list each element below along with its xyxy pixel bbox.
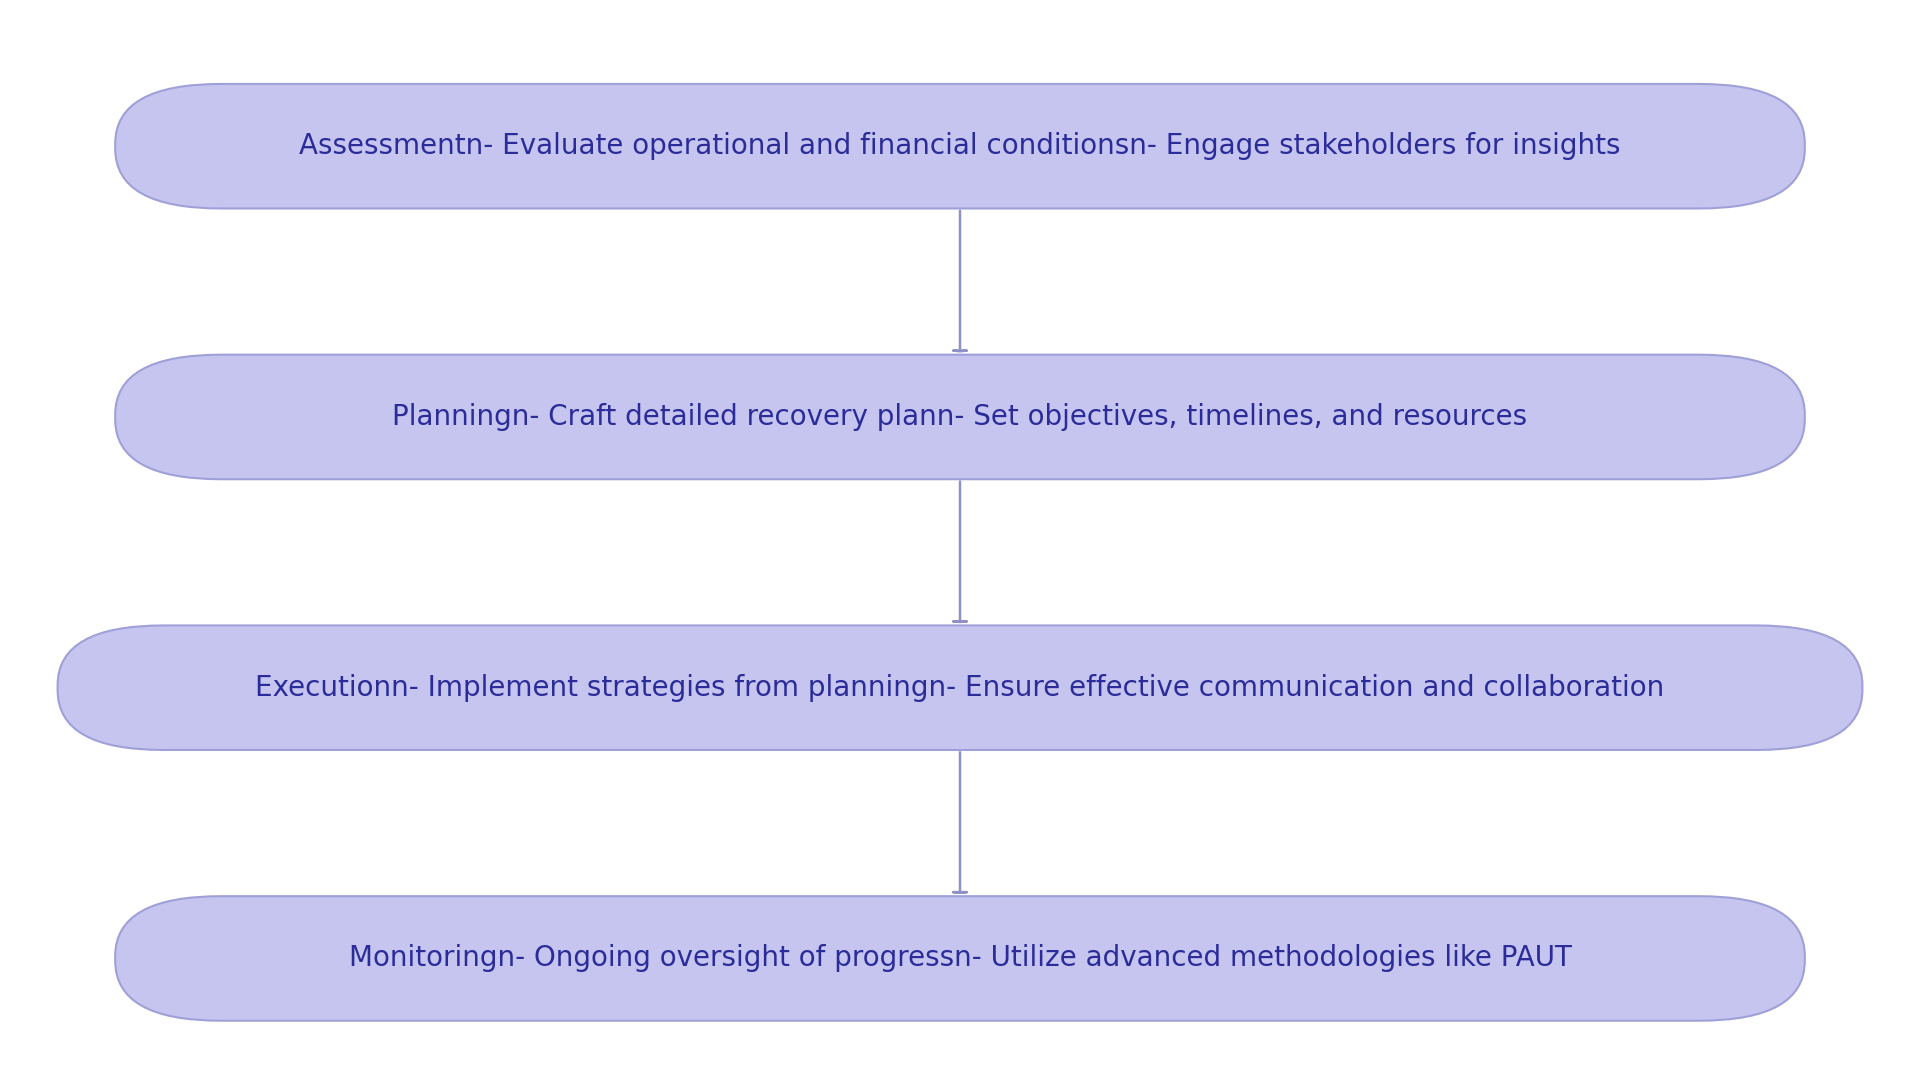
FancyBboxPatch shape: [115, 84, 1805, 208]
FancyBboxPatch shape: [115, 355, 1805, 479]
Text: Assessmentn- Evaluate operational and financial conditionsn- Engage stakeholders: Assessmentn- Evaluate operational and fi…: [300, 132, 1620, 160]
Text: Executionn- Implement strategies from planningn- Ensure effective communication : Executionn- Implement strategies from pl…: [255, 674, 1665, 702]
Text: Planningn- Craft detailed recovery plann- Set objectives, timelines, and resourc: Planningn- Craft detailed recovery plann…: [392, 403, 1528, 431]
FancyBboxPatch shape: [115, 897, 1805, 1020]
Text: Monitoringn- Ongoing oversight of progressn- Utilize advanced methodologies like: Monitoringn- Ongoing oversight of progre…: [349, 944, 1571, 973]
FancyBboxPatch shape: [58, 626, 1862, 749]
